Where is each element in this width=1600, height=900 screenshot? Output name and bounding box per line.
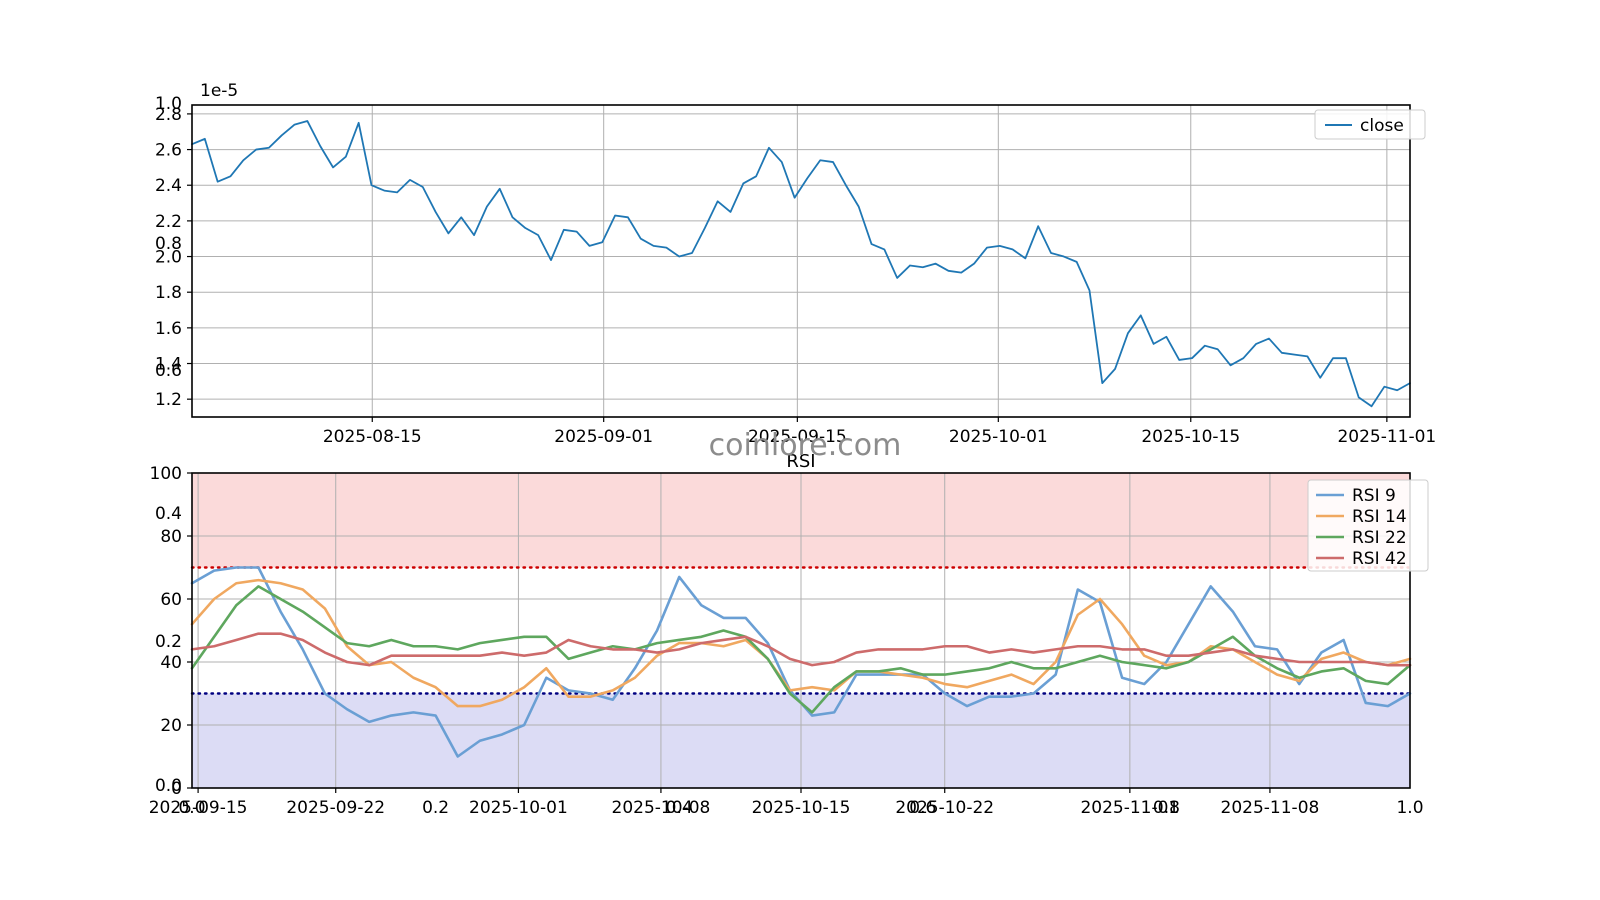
rsi-legend-label-rsi-22: RSI 22 bbox=[1352, 528, 1407, 548]
price-y-tick-label: 1.8 bbox=[155, 283, 182, 303]
rsi-x-tick-label: 2025-11-08 bbox=[1221, 798, 1320, 818]
price-y-offset-text: 1e-5 bbox=[200, 81, 238, 101]
rsi-y-tick-label-ghost: 0.4 bbox=[155, 504, 182, 524]
price-x-tick-label: 2025-11-01 bbox=[1337, 427, 1436, 447]
rsi-x-tick-label-ghost: 0.2 bbox=[422, 798, 449, 818]
rsi-y-tick-label: 80 bbox=[160, 527, 182, 547]
price-x-tick-label: 2025-09-01 bbox=[554, 427, 653, 447]
rsi-x-tick-label: 2025-09-22 bbox=[286, 798, 385, 818]
rsi-panel-title: RSI bbox=[786, 451, 815, 472]
price-y-tick-label-ghost: 0.6 bbox=[155, 361, 182, 381]
watermark: coinlore.com bbox=[709, 428, 902, 463]
rsi-x-tick-label-ghost: 0.8 bbox=[1153, 798, 1180, 818]
price-panel: 2.8 2.6 2.4 2.2 2.0 1.8 1.6 1.4 1.2 1.0 0.8 0.6 2025… bbox=[155, 81, 1436, 447]
rsi-legend-label-rsi-9: RSI 9 bbox=[1352, 486, 1396, 506]
rsi-x-tick-label-ghost: 0.4 bbox=[666, 798, 693, 818]
rsi-y-tick-label: 60 bbox=[160, 590, 182, 610]
rsi-line-rsi-22 bbox=[190, 585, 1412, 714]
price-legend-box bbox=[1314, 109, 1426, 140]
price-y-tick-label: 2.4 bbox=[155, 176, 182, 196]
rsi-y-tick-label-ghost: 0.2 bbox=[155, 632, 182, 652]
rsi-x-tick-label: 2025-10-08 bbox=[612, 798, 711, 818]
price-y-tick-label: 2.8 bbox=[155, 105, 182, 125]
rsi-x-tick-label-ghost: 0.0 bbox=[178, 798, 205, 818]
rsi-line-rsi-14 bbox=[190, 578, 1412, 708]
price-y-tick-label-ghost: 1.0 bbox=[155, 94, 182, 114]
rsi-axes-spine bbox=[191, 472, 1411, 789]
price-legend-label-close: close bbox=[1360, 116, 1404, 136]
rsi-y-tick-label: 40 bbox=[160, 653, 182, 673]
price-x-tick-label: 2025-10-15 bbox=[1141, 427, 1240, 447]
price-x-tick-label: 2025-08-15 bbox=[323, 427, 422, 447]
rsi-y-tick-label: 20 bbox=[160, 716, 182, 736]
price-x-tick-label: 2025-10-01 bbox=[949, 427, 1048, 447]
rsi-x-tick-label: 2025-10-15 bbox=[752, 798, 851, 818]
price-y-tick-label: 1.2 bbox=[155, 390, 182, 410]
rsi-y-tick-label-ghost: 0.0 bbox=[155, 776, 182, 796]
price-legend[interactable]: close bbox=[1314, 109, 1426, 140]
rsi-x-tick-label: 2025-10-01 bbox=[469, 798, 568, 818]
rsi-x-tick-label: 2025-09-15 bbox=[149, 798, 248, 818]
rsi-line-rsi-42 bbox=[190, 632, 1412, 667]
rsi-y-tick-label: 0 bbox=[171, 779, 182, 799]
rsi-y-tick-label: 100 bbox=[150, 464, 182, 484]
price-y-tick-label: 2.0 bbox=[155, 248, 182, 268]
price-y-tick-label: 2.2 bbox=[155, 212, 182, 232]
rsi-legend-box bbox=[1307, 479, 1429, 572]
price-y-tick-label: 1.6 bbox=[155, 319, 182, 339]
price-x-tick-label: 2025-09-15 bbox=[748, 427, 847, 447]
price-axes-spine bbox=[191, 104, 1411, 418]
price-line-close bbox=[191, 120, 1411, 408]
rsi-x-tick-label-ghost: 0.6 bbox=[909, 798, 936, 818]
rsi-x-tick-label: 2025-11-01 bbox=[1080, 798, 1179, 818]
rsi-legend-label-rsi-42: RSI 42 bbox=[1352, 549, 1407, 569]
price-plot-background bbox=[192, 105, 1410, 417]
rsi-x-tick-label: 2025-10-22 bbox=[895, 798, 994, 818]
rsi-x-tick-label-ghost: 1.0 bbox=[1396, 798, 1423, 818]
price-y-tick-label-ghost: 0.8 bbox=[155, 234, 182, 254]
price-y-tick-label: 1.4 bbox=[155, 355, 182, 375]
price-y-tick-label: 2.6 bbox=[155, 141, 182, 161]
rsi-legend-label-rsi-14: RSI 14 bbox=[1352, 507, 1407, 527]
